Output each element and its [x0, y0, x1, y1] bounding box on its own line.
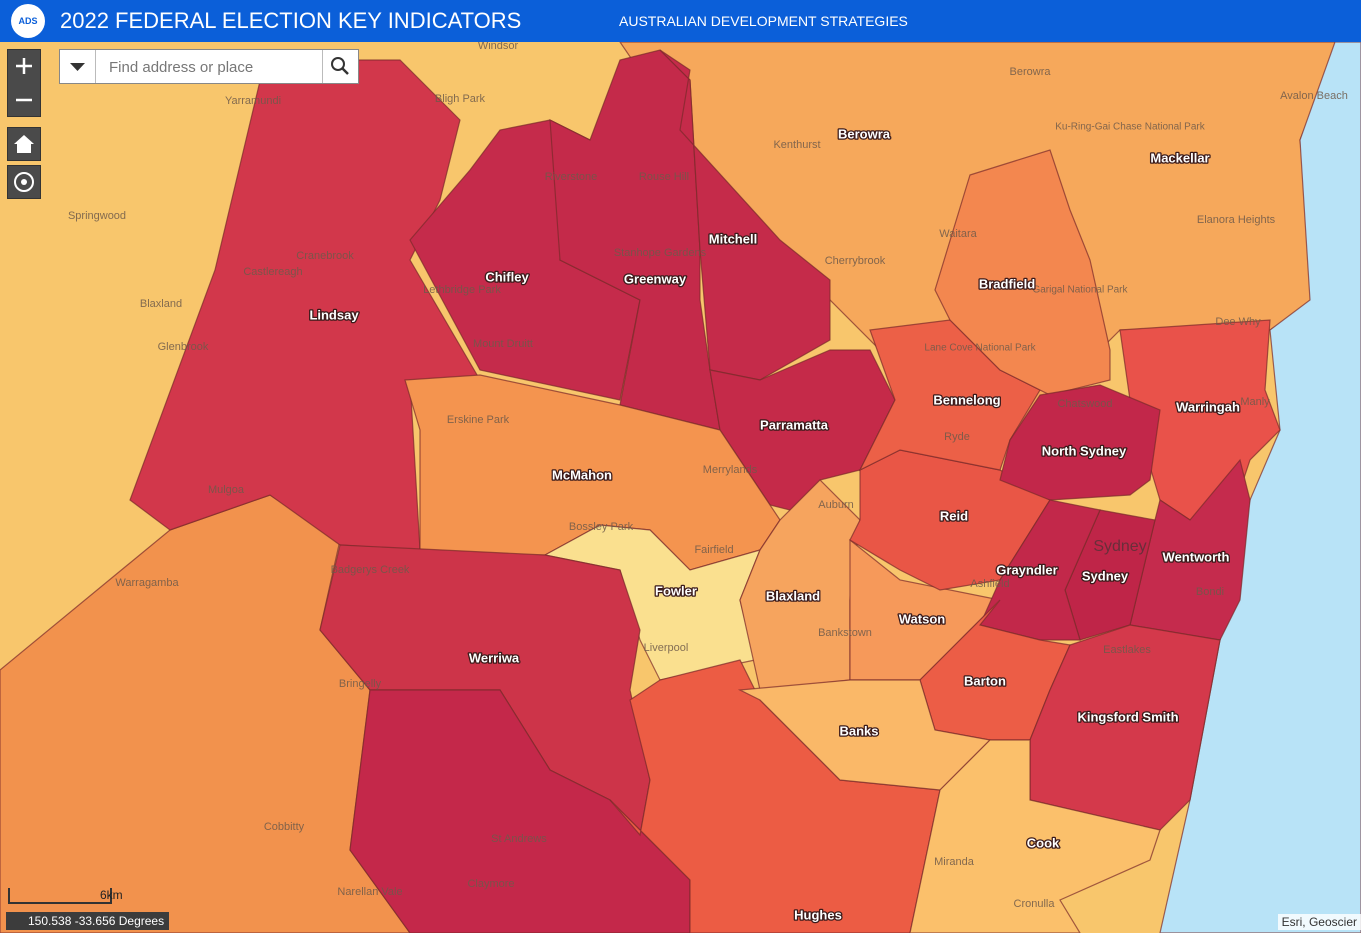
electorate-label: Kingsford Smith — [1077, 709, 1178, 724]
electorate-label: Barton — [964, 673, 1006, 688]
electorate-label: Hughes — [794, 907, 842, 922]
place-label: Cranebrook — [296, 250, 354, 262]
electorate-label: Greenway — [624, 271, 687, 286]
place-label: Bligh Park — [435, 93, 486, 105]
electorate-label: North Sydney — [1042, 443, 1127, 458]
place-label: Warragamba — [115, 577, 179, 589]
place-label: Kenthurst — [773, 139, 820, 151]
search-input[interactable]: Find address or place — [109, 59, 254, 76]
logo: ADS — [11, 4, 45, 38]
map[interactable]: Windsor Yarramundi Bligh Park Riverstone… — [0, 42, 1361, 933]
electorate-label: Cook — [1027, 835, 1060, 850]
zoom-icons — [16, 58, 32, 102]
place-label: Mount Druitt — [473, 338, 533, 350]
place-label: Eastlakes — [1103, 644, 1151, 656]
electorate-label: Banks — [839, 723, 878, 738]
place-label: Narellan Vale — [337, 886, 402, 898]
locate-button[interactable] — [7, 165, 41, 199]
place-label: Cobbitty — [264, 821, 305, 833]
place-label: Bossley Park — [569, 521, 634, 533]
place-label: Springwood — [68, 210, 126, 222]
place-label: Lane Cove National Park — [924, 343, 1036, 354]
place-label: Ashfield — [970, 578, 1009, 590]
electorate-label: Werriwa — [469, 650, 520, 665]
place-label: Mulgoa — [208, 484, 245, 496]
electorate — [999, 384, 1161, 501]
place-label: Bondi — [1196, 586, 1224, 598]
place-label: Claymore — [467, 878, 514, 890]
electorate — [659, 49, 831, 381]
place-label: Yarramundi — [225, 95, 281, 107]
place-label: Bankstown — [818, 627, 872, 639]
electorate-label: Parramatta — [760, 417, 829, 432]
zoom-controls — [7, 49, 41, 117]
electorate-label: McMahon — [552, 467, 612, 482]
place-label: Sydney — [1093, 538, 1146, 555]
electorate-label: Mitchell — [709, 231, 757, 246]
electorate — [909, 739, 1161, 933]
place-label: Merrylands — [703, 464, 758, 476]
title: 2022 FEDERAL ELECTION KEY INDICATORS — [60, 8, 522, 33]
electorate-label: Blaxland — [766, 588, 820, 603]
scale-bar — [8, 888, 112, 904]
place-label: Ryde — [944, 431, 970, 443]
electorate-label: Fowler — [655, 583, 697, 598]
place-label: Stanhope Gardens — [614, 247, 707, 259]
place-label: Dee Why — [1215, 316, 1261, 328]
place-label: Glenbrook — [158, 341, 209, 353]
electorate-label: Berowra — [838, 126, 891, 141]
electorate-label: Mackellar — [1150, 150, 1209, 165]
header: ADS 2022 FEDERAL ELECTION KEY INDICATORS… — [0, 0, 1361, 42]
electorate-label: Sydney — [1082, 568, 1129, 583]
electorate-label: Reid — [940, 508, 968, 523]
place-label: Badgerys Creek — [331, 564, 410, 576]
subtitle: AUSTRALIAN DEVELOPMENT STRATEGIES — [619, 13, 908, 29]
home-button[interactable] — [7, 127, 41, 161]
place-label: Ku-Ring-Gai Chase National Park — [1055, 122, 1206, 133]
place-label: Riverstone — [545, 171, 598, 183]
electorate-label: Grayndler — [996, 562, 1057, 577]
electorate-label: Bradfield — [979, 276, 1035, 291]
electorate-label: Watson — [899, 611, 946, 626]
place-label: Bringelly — [339, 678, 382, 690]
electorate-label: Wentworth — [1163, 549, 1230, 564]
scale-label: 6km — [100, 888, 123, 902]
place-label: Waitara — [939, 228, 977, 240]
coordinates: 150.538 -33.656 Degrees — [6, 912, 170, 930]
search-dropdown[interactable] — [60, 50, 96, 83]
place-label: St Andrews — [491, 833, 547, 845]
electorate — [129, 59, 482, 551]
search-button[interactable] — [322, 50, 358, 83]
electorate-label: Bennelong — [933, 392, 1000, 407]
place-label: Blaxland — [140, 298, 182, 310]
place-label: Auburn — [818, 499, 853, 511]
place-label: Rouse Hill — [639, 171, 689, 183]
place-label: Elanora Heights — [1197, 214, 1276, 226]
place-label: Manly — [1240, 396, 1270, 408]
place-label: Liverpool — [644, 642, 689, 654]
place-label: Windsor — [478, 42, 519, 52]
search-box: Find address or place — [59, 49, 359, 84]
place-label: Garigal National Park — [1032, 285, 1128, 296]
electorate-label: Warringah — [1176, 399, 1240, 414]
place-label: Fairfield — [694, 544, 733, 556]
place-label: Erskine Park — [447, 414, 510, 426]
place-label: Miranda — [934, 856, 975, 868]
electorate — [549, 49, 721, 431]
electorate-label: Chifley — [485, 269, 529, 284]
place-label: Berowra — [1010, 66, 1052, 78]
place-label: Cherrybrook — [825, 255, 886, 267]
place-label: Lethbridge Park — [423, 284, 501, 296]
place-label: Chatswood — [1057, 398, 1112, 410]
place-label: Avalon Beach — [1280, 90, 1348, 102]
attribution: Esri, Geoscier — [1277, 914, 1361, 930]
place-label: Cronulla — [1014, 898, 1056, 910]
electorate-label: Lindsay — [309, 307, 359, 322]
electorate — [934, 149, 1111, 396]
place-label: Castlereagh — [243, 266, 302, 278]
